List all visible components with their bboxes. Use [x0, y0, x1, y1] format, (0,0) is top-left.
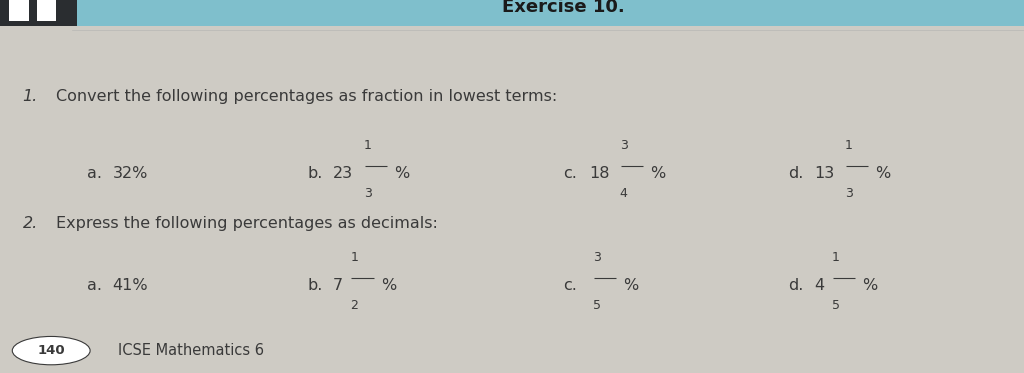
Text: 2.: 2.	[23, 216, 38, 231]
Text: 5: 5	[831, 300, 840, 312]
Text: %: %	[876, 166, 891, 181]
Text: %: %	[862, 278, 878, 293]
Text: 23: 23	[333, 166, 353, 181]
Text: 1.: 1.	[23, 90, 38, 104]
Text: 4: 4	[620, 188, 628, 200]
Text: 5: 5	[593, 300, 601, 312]
Text: 140: 140	[38, 344, 65, 357]
Text: 1: 1	[350, 251, 358, 264]
Text: 3: 3	[620, 139, 628, 152]
Text: 3: 3	[845, 188, 853, 200]
Text: 1: 1	[364, 139, 372, 152]
Text: 3: 3	[364, 188, 372, 200]
FancyBboxPatch shape	[0, 0, 77, 26]
Text: a.: a.	[87, 166, 102, 181]
Text: 32%: 32%	[113, 166, 148, 181]
Text: %: %	[381, 278, 396, 293]
Text: 1: 1	[845, 139, 853, 152]
Text: 7: 7	[333, 278, 343, 293]
Text: 2: 2	[350, 300, 358, 312]
Text: %: %	[624, 278, 639, 293]
Text: b.: b.	[307, 166, 323, 181]
FancyBboxPatch shape	[37, 0, 56, 21]
Text: %: %	[650, 166, 666, 181]
FancyBboxPatch shape	[9, 0, 29, 21]
Text: c.: c.	[563, 166, 578, 181]
Text: Express the following percentages as decimals:: Express the following percentages as dec…	[56, 216, 438, 231]
Text: Exercise 10.: Exercise 10.	[502, 0, 625, 16]
Text: Convert the following percentages as fraction in lowest terms:: Convert the following percentages as fra…	[56, 90, 558, 104]
Text: d.: d.	[788, 166, 804, 181]
Text: d.: d.	[788, 278, 804, 293]
Text: b.: b.	[307, 278, 323, 293]
Text: %: %	[394, 166, 410, 181]
Text: 1: 1	[831, 251, 840, 264]
Text: 3: 3	[593, 251, 601, 264]
Text: ICSE Mathematics 6: ICSE Mathematics 6	[118, 343, 264, 358]
Text: a.: a.	[87, 278, 102, 293]
Circle shape	[12, 336, 90, 365]
Text: 13: 13	[814, 166, 835, 181]
Text: c.: c.	[563, 278, 578, 293]
Text: 4: 4	[814, 278, 824, 293]
Text: 41%: 41%	[113, 278, 148, 293]
FancyBboxPatch shape	[0, 0, 1024, 26]
Text: 18: 18	[589, 166, 609, 181]
